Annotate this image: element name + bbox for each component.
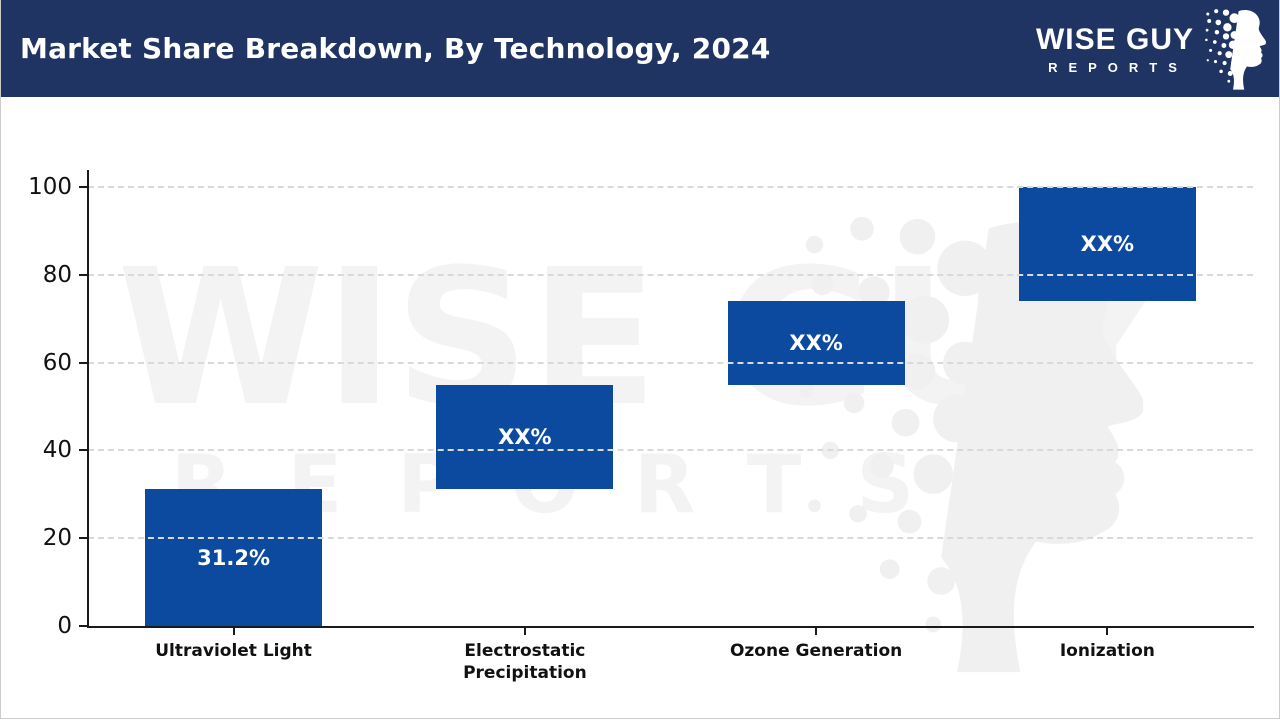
category-label-ultraviolet-light: Ultraviolet Light: [155, 641, 312, 661]
brand-logo: WISE GUY REPORTS: [1036, 3, 1268, 95]
gridline-80: [88, 273, 1253, 276]
y-tick-mark: [79, 625, 87, 627]
brand-name: WISE GUY: [1035, 23, 1194, 56]
category-label-ionization: Ionization: [1059, 641, 1155, 661]
bar-value-label-ozone-generation: XX%: [789, 331, 843, 356]
x-tick-mark: [1106, 628, 1109, 635]
y-tick-label-80: 80: [42, 261, 72, 288]
y-tick-mark: [79, 361, 87, 364]
bar-value-label-electrostatic-precipitation: XX%: [498, 425, 552, 449]
gridline-20: [88, 537, 1253, 540]
gridline-60: [88, 361, 1253, 364]
chart-header: Market Share Breakdown, By Technology, 2…: [0, 0, 1280, 97]
y-tick-label-60: 60: [42, 349, 72, 376]
category-label-electrostatic-precipitation: Electrostatic Precipitation: [463, 641, 587, 684]
y-tick-mark: [79, 449, 87, 452]
gridline-100: [88, 186, 1253, 188]
bar-value-label-ultraviolet-light: 31.2%: [197, 545, 271, 570]
chart-title: Market Share Breakdown, By Technology, 2…: [20, 32, 771, 65]
bar-ultraviolet-light: [145, 489, 323, 626]
y-tick-mark: [79, 273, 87, 276]
y-tick-label-40: 40: [42, 437, 72, 464]
bar-ionization: [1018, 187, 1196, 302]
y-tick-label-100: 100: [28, 174, 72, 200]
category-label-ozone-generation: Ozone Generation: [729, 641, 903, 661]
bar-ozone-generation: [727, 301, 905, 385]
y-tick-mark: [79, 537, 87, 540]
gridline-40: [88, 449, 1253, 452]
x-tick-mark: [232, 628, 235, 635]
y-tick-label-0: 0: [57, 613, 72, 639]
y-axis: [87, 170, 89, 628]
bar-electrostatic-precipitation: [436, 385, 614, 489]
brand-subname: REPORTS: [1048, 60, 1188, 75]
y-tick-label-20: 20: [42, 525, 72, 552]
brand-logo-text: WISE GUY REPORTS: [1036, 23, 1194, 75]
x-axis: [87, 626, 1254, 628]
x-tick-mark: [815, 628, 818, 635]
x-tick-mark: [523, 628, 526, 635]
bar-value-label-ionization: XX%: [1080, 232, 1135, 257]
y-tick-mark: [79, 186, 87, 188]
